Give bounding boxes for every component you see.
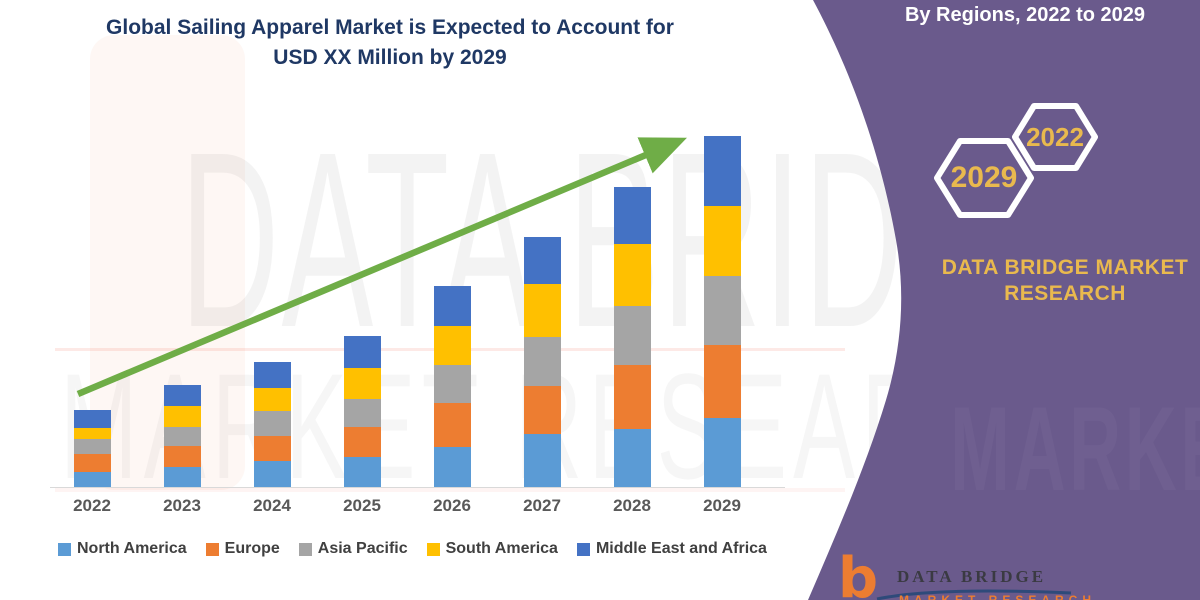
bar-segment-2026-south-america [433, 326, 471, 365]
panel-heading: By Regions, 2022 to 2029 [904, 4, 1146, 26]
bar-segment-2027-north-america [523, 434, 561, 487]
bar-segment-2022-europe [73, 454, 111, 472]
bar-segment-2027-south-america [523, 284, 561, 337]
bar-segment-2027-asia-pacific [523, 337, 561, 386]
chart-title: Global Sailing Apparel Market is Expecte… [70, 13, 710, 73]
bar-segment-2024-europe [253, 436, 291, 461]
panel-brand-line2: RESEARCH [1004, 282, 1126, 305]
panel-brand-text: DATA BRIDGE MARKET RESEARCH [930, 255, 1200, 307]
bar-segment-2029-north-america [703, 418, 741, 487]
legend-label: Asia Pacific [317, 540, 408, 557]
bar-segment-2024-south-america [253, 388, 291, 411]
hexagon-2029-label: 2029 [950, 161, 1018, 194]
legend-item-south-america: South America [426, 540, 558, 558]
legend-item-europe: Europe [205, 540, 280, 558]
x-axis-label-2028: 2028 [613, 496, 651, 515]
bar-segment-2025-middle-east-and-africa [343, 336, 381, 368]
legend-label: South America [445, 540, 558, 557]
bar-segment-2025-europe [343, 427, 381, 457]
x-axis-label-2026: 2026 [433, 496, 471, 515]
bar-segment-2022-middle-east-and-africa [73, 410, 111, 428]
x-axis-label-2025: 2025 [343, 496, 381, 515]
data-bridge-logo: b DATA BRIDGE MARKET RESEARCH [835, 546, 1097, 600]
x-axis-line [50, 487, 785, 488]
hexagon-2029: 2029 [933, 136, 1035, 220]
hexagon-2022-outline [1012, 103, 1098, 171]
panel-ghost-watermark: MARKET [950, 380, 1200, 518]
bar-segment-2026-north-america [433, 447, 471, 487]
bar-segment-2028-south-america [613, 244, 651, 306]
x-axis-label-2023: 2023 [163, 496, 201, 515]
bar-segment-2028-north-america [613, 429, 651, 487]
x-axis-label-2024: 2024 [253, 496, 291, 515]
legend-item-north-america: North America [58, 540, 187, 558]
logo-wordmark: DATA BRIDGE [897, 567, 1047, 586]
legend-label: Middle East and Africa [595, 540, 767, 557]
bar-segment-2026-europe [433, 403, 471, 447]
logo-swoosh-icon [876, 589, 1072, 600]
legend-marker-icon [58, 542, 71, 556]
bar-segment-2028-europe [613, 365, 651, 429]
chart-legend: North America Europe Asia Pacific South Ame… [58, 540, 767, 558]
bar-segment-2023-europe [163, 446, 201, 467]
bar-segment-2026-middle-east-and-africa [433, 286, 471, 326]
bar-segment-2029-south-america [703, 206, 741, 276]
logo-b-icon: b [838, 546, 879, 600]
bar-segment-2022-asia-pacific [73, 439, 111, 454]
bar-segment-2025-asia-pacific [343, 399, 381, 427]
legend-marker-icon [576, 542, 590, 556]
hexagon-2022-label: 2022 [1026, 121, 1084, 152]
x-axis-label-2022: 2022 [73, 496, 111, 515]
bar-segment-2027-europe [523, 386, 561, 434]
chart-title-line1: Global Sailing Apparel Market is Expecte… [106, 16, 674, 39]
bar-segment-2028-asia-pacific [613, 306, 651, 365]
bar-segment-2029-asia-pacific [703, 276, 741, 345]
legend-label: North America [77, 540, 187, 557]
legend-marker-icon [426, 542, 440, 556]
legend-marker-icon [298, 542, 312, 556]
legend-item-asia-pacific: Asia Pacific [298, 540, 408, 558]
bar-segment-2022-north-america [73, 472, 111, 487]
bar-segment-2029-middle-east-and-africa [703, 136, 741, 206]
bar-segment-2024-north-america [253, 461, 291, 487]
hexagon-2029-outline [934, 138, 1034, 218]
legend-marker-icon [205, 542, 219, 556]
chart-title-line2: USD XX Million by 2029 [273, 46, 507, 69]
bar-segment-2029-europe [703, 345, 741, 418]
bar-segment-2024-middle-east-and-africa [253, 362, 291, 388]
bar-segment-2023-middle-east-and-africa [163, 385, 201, 406]
bar-segment-2023-south-america [163, 406, 201, 427]
bar-segment-2028-middle-east-and-africa [613, 187, 651, 244]
legend-item-middle-east-and-africa: Middle East and Africa [576, 540, 767, 558]
bar-segment-2024-asia-pacific [253, 411, 291, 436]
bar-segment-2026-asia-pacific [433, 365, 471, 403]
bar-segment-2025-north-america [343, 457, 381, 487]
bar-segment-2023-north-america [163, 467, 201, 487]
panel-brand-line1: DATA BRIDGE MARKET [941, 256, 1189, 279]
logo-subtext: MARKET RESEARCH [899, 593, 1097, 600]
bar-segment-2023-asia-pacific [163, 427, 201, 446]
bar-segment-2025-south-america [343, 368, 381, 399]
bar-segment-2022-south-america [73, 428, 111, 439]
bar-segment-2027-middle-east-and-africa [523, 237, 561, 284]
hexagon-2022: 2022 [1011, 101, 1099, 173]
legend-label: Europe [224, 540, 280, 557]
x-axis-label-2027: 2027 [523, 496, 561, 515]
x-axis-label-2029: 2029 [703, 496, 741, 515]
